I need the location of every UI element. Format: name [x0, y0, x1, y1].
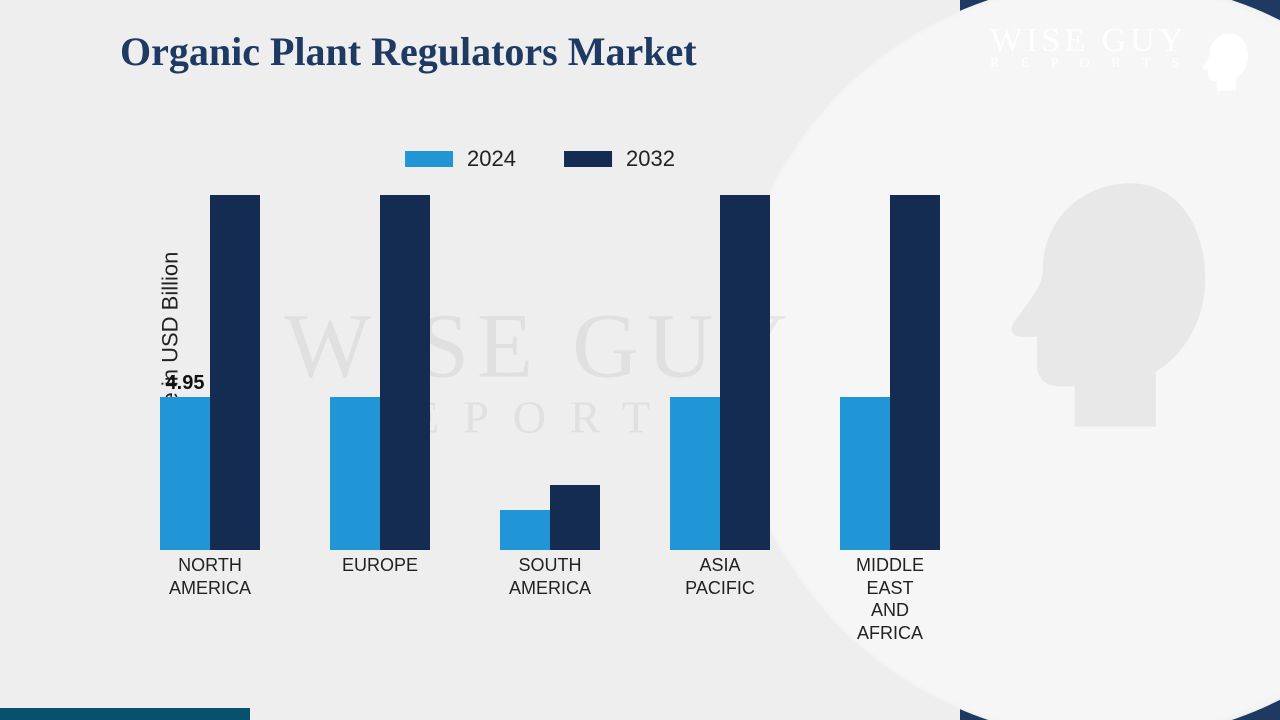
category-label: ASIAPACIFIC — [650, 554, 790, 599]
plot-area — [140, 180, 960, 550]
bar-group — [500, 485, 600, 550]
chart-stage: WISE GUY R E P O R T S Organic Plant Reg… — [0, 0, 1280, 720]
bar-2032 — [890, 195, 940, 550]
bar-2032 — [380, 195, 430, 550]
bar-2032 — [210, 195, 260, 550]
category-label: EUROPE — [310, 554, 450, 577]
bar-2024 — [840, 397, 890, 550]
bottom-accent-bar — [0, 708, 250, 720]
logo-head-icon — [1188, 28, 1256, 96]
legend-label-2032: 2032 — [626, 146, 675, 172]
legend-item-2024: 2024 — [405, 146, 516, 172]
bar-2032 — [720, 195, 770, 550]
legend: 2024 2032 — [405, 146, 675, 172]
chart-title: Organic Plant Regulators Market — [120, 28, 697, 75]
brand-logo: WISE GUY R E P O R T S — [990, 22, 1250, 102]
bar-2024 — [500, 510, 550, 550]
category-label: NORTHAMERICA — [140, 554, 280, 599]
chart-area: WISE GUY REPORTS Market Size in USD Bill… — [100, 150, 980, 610]
bar-group — [330, 195, 430, 550]
legend-swatch-2032 — [564, 151, 612, 167]
category-label: MIDDLEEASTANDAFRICA — [820, 554, 960, 644]
bar-group — [840, 195, 940, 550]
legend-label-2024: 2024 — [467, 146, 516, 172]
legend-item-2032: 2032 — [564, 146, 675, 172]
bar-2024 — [160, 397, 210, 550]
bar-2024 — [330, 397, 380, 550]
bar-2024 — [670, 397, 720, 550]
bar-2032 — [550, 485, 600, 550]
bar-group — [670, 195, 770, 550]
value-label: 4.95 — [166, 372, 205, 395]
category-label: SOUTHAMERICA — [480, 554, 620, 599]
legend-swatch-2024 — [405, 151, 453, 167]
